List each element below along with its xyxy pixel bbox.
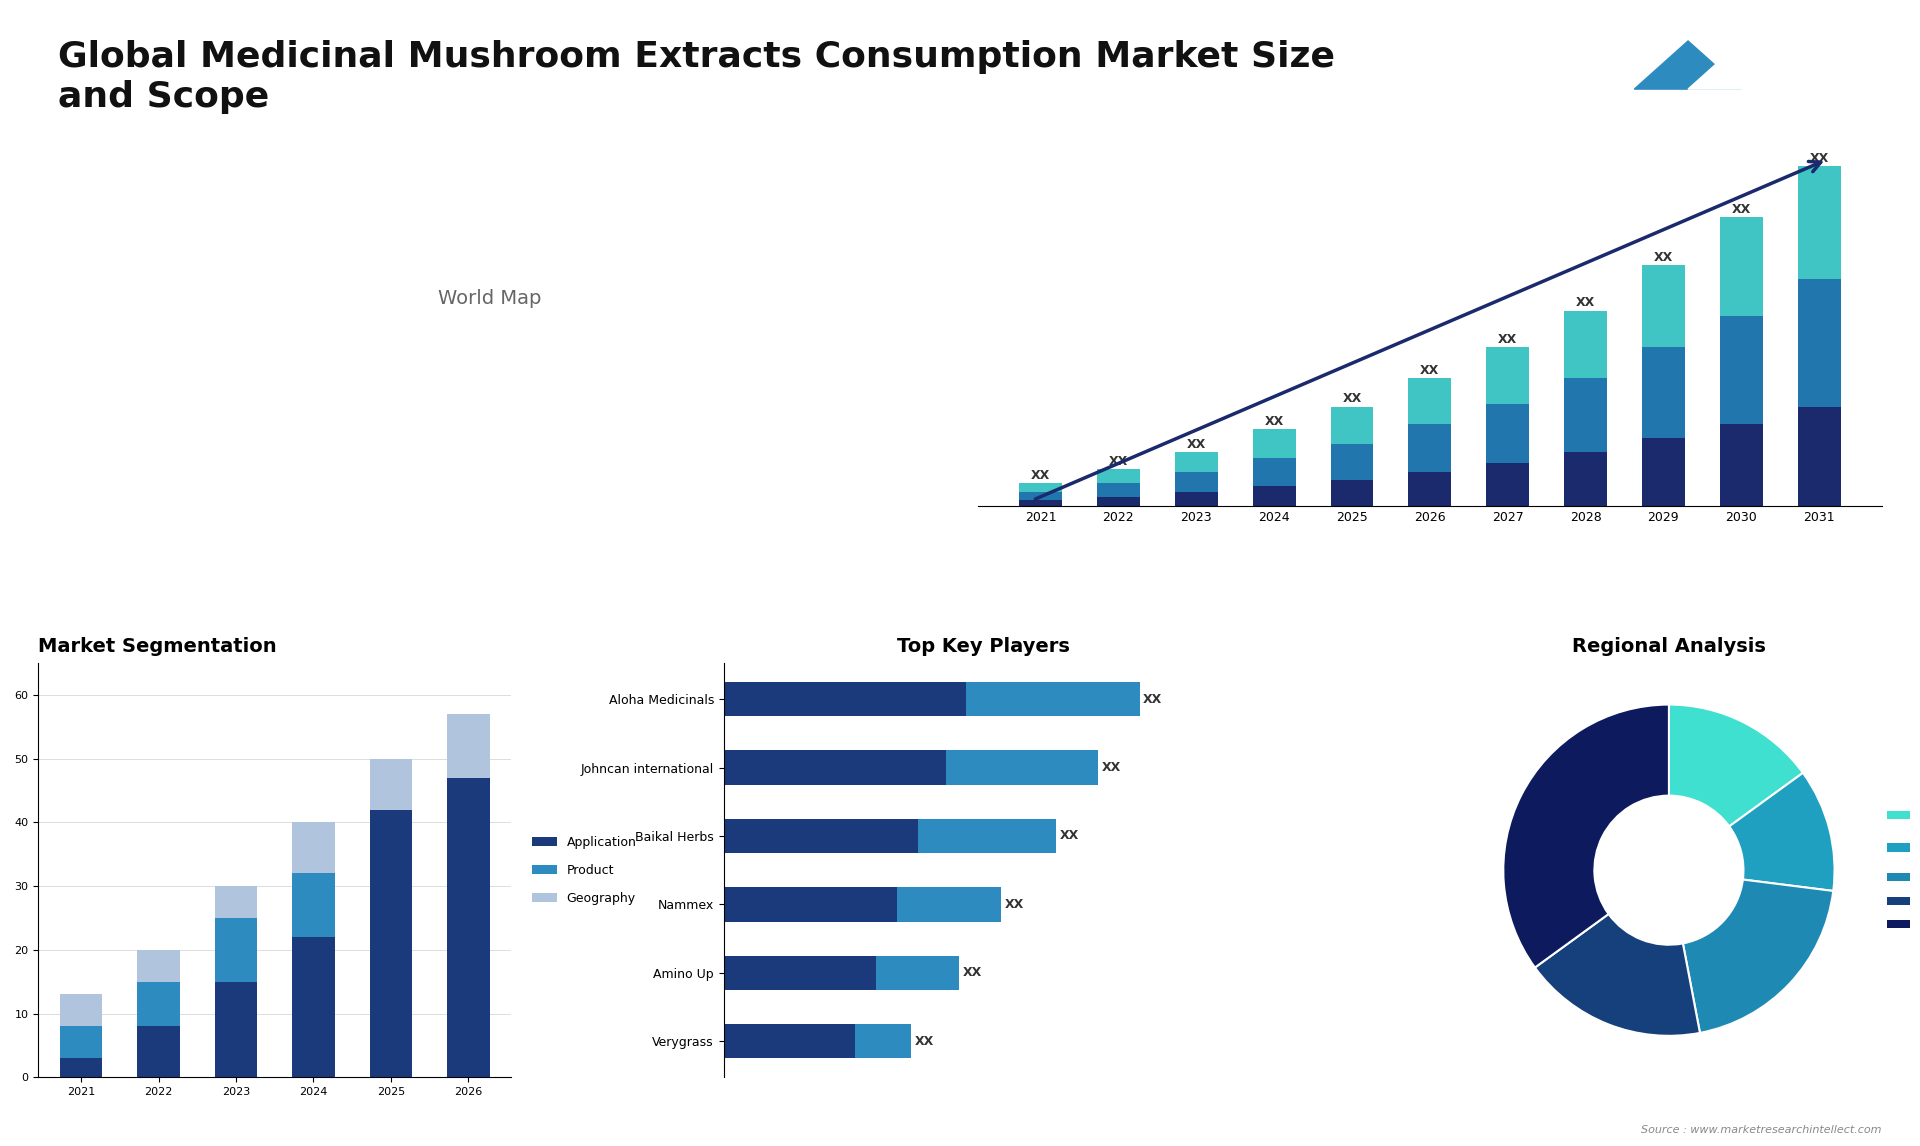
Legend: Latin America, Middle East &
Africa, Asia Pacific, Europe, North America: Latin America, Middle East & Africa, Asi… xyxy=(1882,804,1920,936)
Bar xyxy=(1020,484,1062,492)
Bar xyxy=(1797,407,1841,505)
Bar xyxy=(1486,347,1528,403)
Text: XX: XX xyxy=(1060,830,1079,842)
Bar xyxy=(1642,438,1686,505)
Bar xyxy=(966,682,1140,716)
Text: XX: XX xyxy=(1809,152,1828,165)
Bar xyxy=(1720,218,1763,316)
Bar xyxy=(1252,457,1296,486)
Bar xyxy=(1565,452,1607,505)
Text: XX: XX xyxy=(1004,898,1023,911)
Bar xyxy=(292,873,334,937)
Wedge shape xyxy=(1534,915,1699,1036)
Text: XX: XX xyxy=(1653,251,1672,264)
Bar xyxy=(724,1025,856,1059)
Text: XX: XX xyxy=(962,966,983,980)
Bar xyxy=(1096,497,1140,505)
Text: Global Medicinal Mushroom Extracts Consumption Market Size
and Scope: Global Medicinal Mushroom Extracts Consu… xyxy=(58,40,1334,113)
Bar xyxy=(1020,492,1062,500)
Bar xyxy=(1020,500,1062,505)
Title: Regional Analysis: Regional Analysis xyxy=(1572,637,1766,656)
Text: World Map: World Map xyxy=(438,289,541,308)
Bar xyxy=(918,819,1056,853)
Bar xyxy=(1096,484,1140,497)
Text: XX: XX xyxy=(1187,438,1206,450)
Bar xyxy=(447,778,490,1077)
Bar xyxy=(215,982,257,1077)
Bar xyxy=(1331,407,1373,444)
Bar xyxy=(1642,347,1686,438)
Text: XX: XX xyxy=(1576,296,1596,309)
Legend: Application, Product, Geography: Application, Product, Geography xyxy=(526,831,641,910)
Text: XX: XX xyxy=(1142,692,1162,706)
Bar xyxy=(1331,444,1373,480)
Bar xyxy=(1486,463,1528,505)
Bar xyxy=(897,887,1000,921)
Bar xyxy=(60,995,102,1027)
Bar xyxy=(1175,472,1217,492)
Wedge shape xyxy=(1503,705,1668,967)
Bar xyxy=(138,982,180,1027)
Wedge shape xyxy=(1668,705,1803,826)
Bar xyxy=(292,937,334,1077)
Text: XX: XX xyxy=(1102,761,1121,774)
Bar xyxy=(215,886,257,918)
Bar xyxy=(1252,486,1296,505)
Wedge shape xyxy=(1684,879,1834,1033)
Text: XX: XX xyxy=(1421,364,1440,377)
Bar xyxy=(1720,424,1763,505)
Text: Market Segmentation: Market Segmentation xyxy=(38,637,276,656)
Polygon shape xyxy=(1688,41,1795,89)
Bar xyxy=(1175,452,1217,472)
Text: XX: XX xyxy=(1108,455,1129,468)
Title: Top Key Players: Top Key Players xyxy=(897,637,1069,656)
Bar xyxy=(369,810,413,1077)
Bar xyxy=(138,950,180,982)
Bar xyxy=(1565,378,1607,452)
Polygon shape xyxy=(1634,41,1741,89)
Text: XX: XX xyxy=(1265,415,1284,427)
Bar xyxy=(1175,492,1217,505)
Bar xyxy=(1565,311,1607,378)
Bar xyxy=(1797,166,1841,280)
Text: XX: XX xyxy=(1342,392,1361,406)
Bar xyxy=(292,823,334,873)
Bar xyxy=(1409,472,1452,505)
Text: XX: XX xyxy=(1732,203,1751,215)
Bar xyxy=(724,682,966,716)
Bar xyxy=(724,956,876,990)
Bar xyxy=(1096,469,1140,484)
Text: XX: XX xyxy=(914,1035,933,1047)
Bar xyxy=(1720,316,1763,424)
Bar xyxy=(1486,403,1528,463)
Bar xyxy=(215,918,257,982)
Wedge shape xyxy=(1730,772,1836,890)
Bar xyxy=(724,887,897,921)
Bar xyxy=(724,751,945,785)
Bar xyxy=(60,1058,102,1077)
Bar xyxy=(876,956,960,990)
Bar xyxy=(1252,430,1296,457)
Bar xyxy=(1331,480,1373,505)
Bar xyxy=(447,714,490,778)
Bar xyxy=(724,819,918,853)
Text: Source : www.marketresearchintellect.com: Source : www.marketresearchintellect.com xyxy=(1642,1124,1882,1135)
Bar xyxy=(369,759,413,810)
Bar xyxy=(1642,266,1686,347)
Bar xyxy=(60,1027,102,1058)
Text: XX: XX xyxy=(1031,469,1050,481)
Bar xyxy=(945,751,1098,785)
Bar xyxy=(1409,424,1452,472)
Bar xyxy=(1409,378,1452,424)
Bar xyxy=(1797,280,1841,407)
Bar xyxy=(138,1027,180,1077)
Bar xyxy=(856,1025,910,1059)
Text: MARKET
RESEARCH
INTELLECT: MARKET RESEARCH INTELLECT xyxy=(1807,47,1860,77)
Text: XX: XX xyxy=(1498,333,1517,346)
